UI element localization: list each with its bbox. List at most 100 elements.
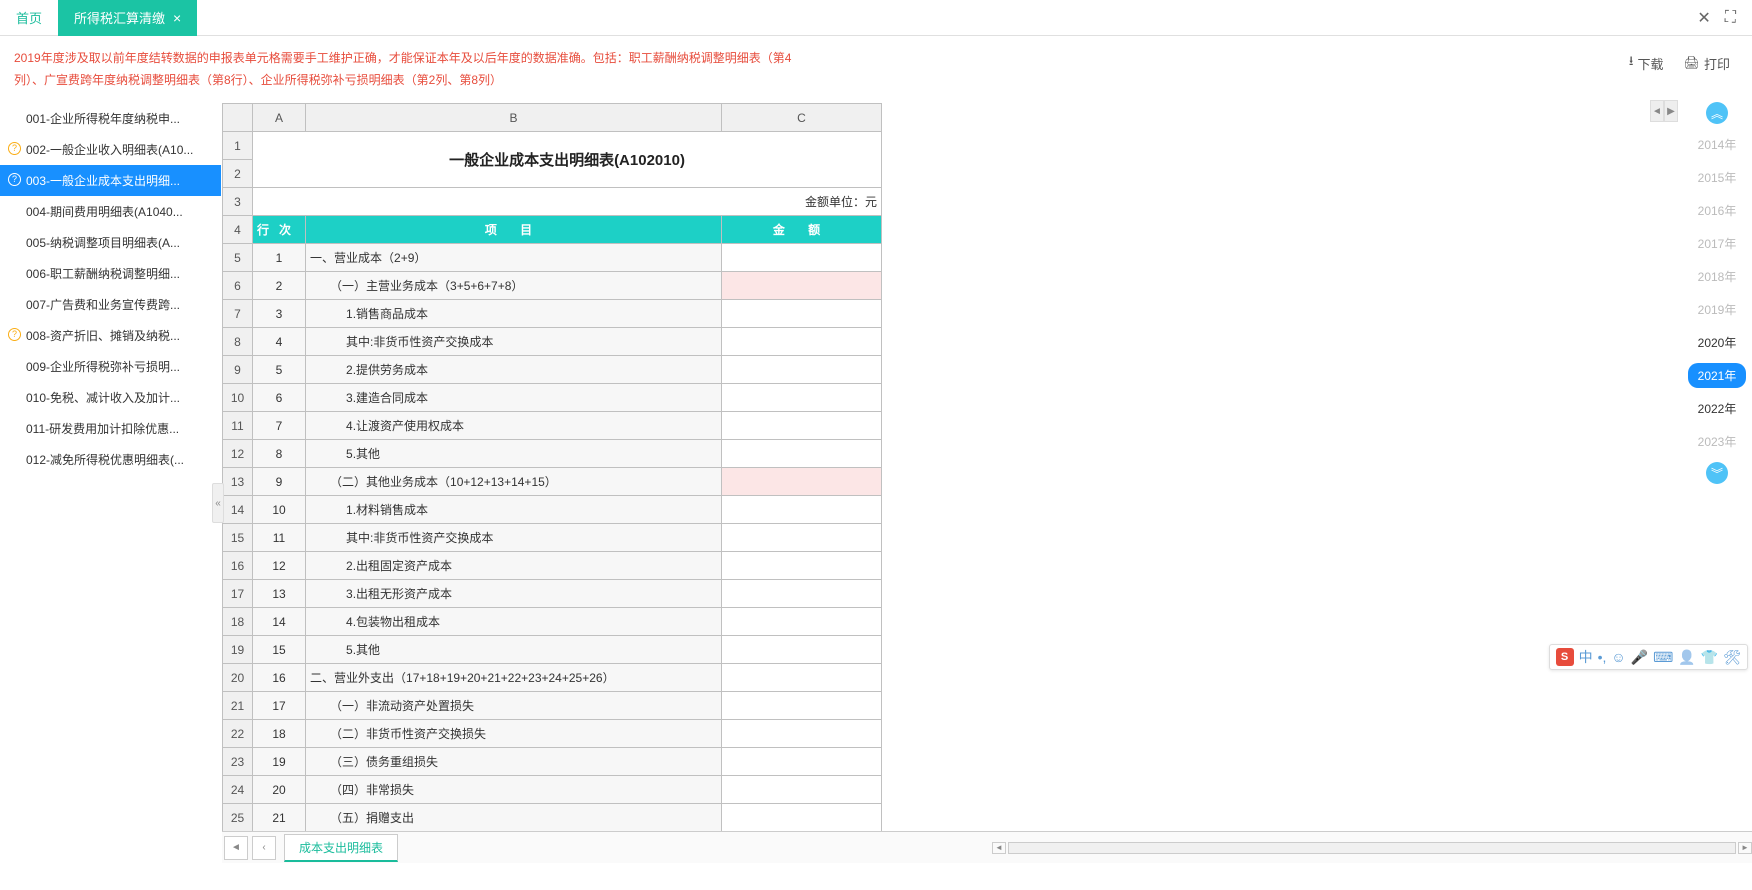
item-14[interactable]: 1.材料销售成本: [306, 496, 722, 524]
year-item-2018年[interactable]: 2018年: [1688, 264, 1747, 289]
rownum-16[interactable]: 12: [253, 552, 306, 580]
sidebar-item-6[interactable]: 007-广告费和业务宣传费跨...: [0, 289, 221, 320]
rownum-24[interactable]: 20: [253, 776, 306, 804]
sidebar-item-0[interactable]: 001-企业所得税年度纳税申...: [0, 103, 221, 134]
ime-punct-icon[interactable]: •,: [1598, 649, 1607, 665]
year-item-2020年[interactable]: 2020年: [1688, 330, 1747, 355]
rownum-6[interactable]: 2: [253, 272, 306, 300]
ime-mic-icon[interactable]: 🎤: [1631, 649, 1648, 666]
ime-tool-icon[interactable]: 🛠: [1723, 649, 1741, 666]
item-9[interactable]: 2.提供劳务成本: [306, 356, 722, 384]
ime-lang[interactable]: 中: [1579, 647, 1593, 667]
rownum-23[interactable]: 19: [253, 748, 306, 776]
expand-right-icon[interactable]: ▶: [1664, 100, 1678, 122]
rownum-8[interactable]: 4: [253, 328, 306, 356]
rownum-9[interactable]: 5: [253, 356, 306, 384]
rownum-15[interactable]: 11: [253, 524, 306, 552]
amount-10[interactable]: [722, 384, 882, 412]
download-button[interactable]: ⭳ 下载: [1629, 52, 1664, 74]
scroll-track[interactable]: [1008, 842, 1736, 854]
hdr-rownum[interactable]: 行次: [253, 216, 306, 244]
item-10[interactable]: 3.建造合同成本: [306, 384, 722, 412]
tab-home[interactable]: 首页: [0, 0, 58, 36]
year-item-2021年[interactable]: 2021年: [1688, 363, 1747, 388]
sidebar-item-10[interactable]: 011-研发费用加计扣除优惠...: [0, 413, 221, 444]
amount-8[interactable]: [722, 328, 882, 356]
item-12[interactable]: 5.其他: [306, 440, 722, 468]
sidebar-item-7[interactable]: ?008-资产折旧、摊销及纳税...: [0, 320, 221, 351]
sidebar-item-2[interactable]: ?003-一般企业成本支出明细...: [0, 165, 221, 196]
amount-12[interactable]: [722, 440, 882, 468]
amount-6[interactable]: [722, 272, 882, 300]
amount-14[interactable]: [722, 496, 882, 524]
year-item-2023年[interactable]: 2023年: [1688, 429, 1747, 454]
tab-close-icon[interactable]: ×: [173, 10, 181, 26]
sheet-nav-first[interactable]: ◄: [224, 836, 248, 860]
year-item-2022年[interactable]: 2022年: [1688, 396, 1747, 421]
item-22[interactable]: （二）非货币性资产交换损失: [306, 720, 722, 748]
ime-logo-icon[interactable]: S: [1556, 648, 1574, 666]
scroll-left-icon[interactable]: ◄: [992, 842, 1006, 854]
rownum-12[interactable]: 8: [253, 440, 306, 468]
amount-21[interactable]: [722, 692, 882, 720]
item-6[interactable]: （一）主营业务成本（3+5+6+7+8）: [306, 272, 722, 300]
amount-5[interactable]: [722, 244, 882, 272]
item-13[interactable]: （二）其他业务成本（10+12+13+14+15）: [306, 468, 722, 496]
item-7[interactable]: 1.销售商品成本: [306, 300, 722, 328]
amount-15[interactable]: [722, 524, 882, 552]
amount-24[interactable]: [722, 776, 882, 804]
year-scroll-down[interactable]: ︾: [1706, 462, 1728, 484]
amount-11[interactable]: [722, 412, 882, 440]
scroll-right-icon[interactable]: ►: [1738, 842, 1752, 854]
rownum-17[interactable]: 13: [253, 580, 306, 608]
rownum-5[interactable]: 1: [253, 244, 306, 272]
amount-22[interactable]: [722, 720, 882, 748]
rownum-25[interactable]: 21: [253, 804, 306, 832]
rownum-13[interactable]: 9: [253, 468, 306, 496]
amount-16[interactable]: [722, 552, 882, 580]
item-8[interactable]: 其中:非货币性资产交换成本: [306, 328, 722, 356]
rownum-20[interactable]: 16: [253, 664, 306, 692]
rownum-10[interactable]: 6: [253, 384, 306, 412]
amount-13[interactable]: [722, 468, 882, 496]
close-icon[interactable]: ✕: [1697, 8, 1710, 28]
sidebar-item-11[interactable]: 012-减免所得税优惠明细表(...: [0, 444, 221, 475]
rownum-19[interactable]: 15: [253, 636, 306, 664]
sidebar-item-1[interactable]: ?002-一般企业收入明细表(A10...: [0, 134, 221, 165]
sidebar-item-8[interactable]: 009-企业所得税弥补亏损明...: [0, 351, 221, 382]
amount-19[interactable]: [722, 636, 882, 664]
rownum-18[interactable]: 14: [253, 608, 306, 636]
item-24[interactable]: （四）非常损失: [306, 776, 722, 804]
rownum-11[interactable]: 7: [253, 412, 306, 440]
amount-7[interactable]: [722, 300, 882, 328]
expand-left-icon[interactable]: ◄: [1650, 100, 1664, 122]
sheet-title[interactable]: 一般企业成本支出明细表(A102010): [253, 132, 882, 188]
amount-25[interactable]: [722, 804, 882, 832]
item-23[interactable]: （三）债务重组损失: [306, 748, 722, 776]
sheet-tab[interactable]: 成本支出明细表: [284, 834, 398, 862]
unit-cell[interactable]: 金额单位：元: [253, 188, 882, 216]
ime-emoji-icon[interactable]: ☺: [1611, 649, 1625, 665]
sidebar-item-4[interactable]: 005-纳税调整项目明细表(A...: [0, 227, 221, 258]
item-21[interactable]: （一）非流动资产处置损失: [306, 692, 722, 720]
hdr-item[interactable]: 项 目: [306, 216, 722, 244]
sheet-nav-prev[interactable]: ‹: [252, 836, 276, 860]
year-item-2017年[interactable]: 2017年: [1688, 231, 1747, 256]
item-11[interactable]: 4.让渡资产使用权成本: [306, 412, 722, 440]
sidebar-item-3[interactable]: 004-期间费用明细表(A1040...: [0, 196, 221, 227]
item-18[interactable]: 4.包装物出租成本: [306, 608, 722, 636]
year-item-2019年[interactable]: 2019年: [1688, 297, 1747, 322]
fullscreen-icon[interactable]: ⛶: [1725, 9, 1736, 27]
tab-active[interactable]: 所得税汇算清缴 ×: [58, 0, 197, 36]
sidebar-item-5[interactable]: 006-职工薪酬纳税调整明细...: [0, 258, 221, 289]
item-19[interactable]: 5.其他: [306, 636, 722, 664]
rownum-14[interactable]: 10: [253, 496, 306, 524]
print-button[interactable]: 🖨 打印: [1683, 52, 1730, 74]
amount-9[interactable]: [722, 356, 882, 384]
amount-20[interactable]: [722, 664, 882, 692]
year-scroll-up[interactable]: ︽: [1706, 102, 1728, 124]
ime-keyboard-icon[interactable]: ⌨: [1653, 649, 1673, 666]
ime-person-icon[interactable]: 👤: [1678, 649, 1695, 666]
year-item-2015年[interactable]: 2015年: [1688, 165, 1747, 190]
sidebar-collapse-handle[interactable]: «: [212, 483, 224, 523]
